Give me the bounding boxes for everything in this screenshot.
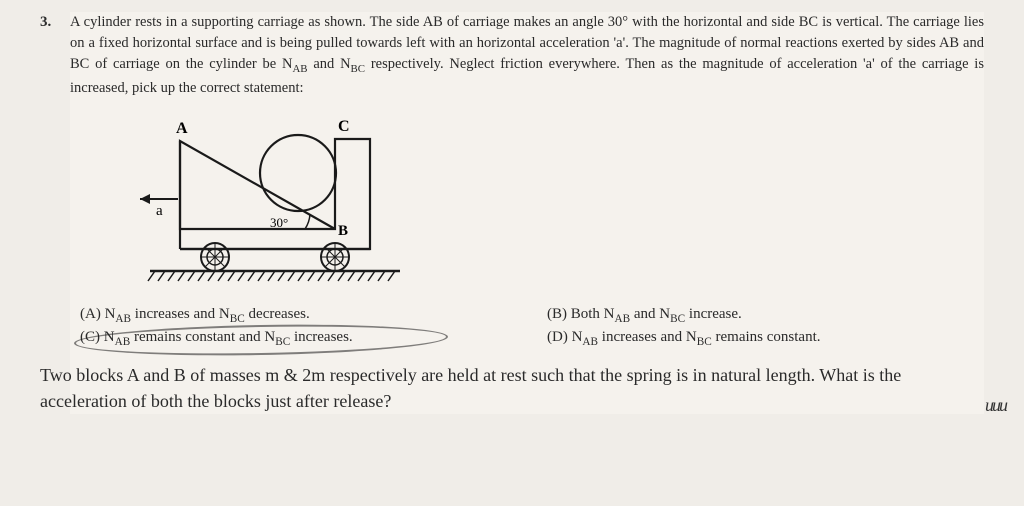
opt-d-sub1: AB — [582, 336, 598, 348]
opt-c-sub2: BC — [275, 336, 290, 348]
wheel-left — [201, 243, 229, 271]
question-number: 3. — [40, 14, 51, 31]
opt-d-mid: increases and N — [598, 329, 697, 345]
opt-b-sub2: BC — [670, 313, 685, 325]
point-c-label: C — [338, 118, 350, 135]
carriage-diagram: 30° a A B C — [110, 109, 410, 289]
opt-a-mid: increases and N — [131, 306, 230, 322]
next-question-text: Two blocks A and B of masses m & 2m resp… — [40, 362, 984, 414]
opt-a-sub1: AB — [115, 313, 131, 325]
angle-label: 30° — [270, 215, 288, 230]
question-text: A cylinder rests in a supporting carriag… — [70, 12, 984, 99]
opt-b-pre: (B) Both N — [547, 306, 615, 322]
opt-b-sub1: AB — [615, 313, 631, 325]
qtext-part2: and N — [308, 56, 351, 72]
opt-c-post: increases. — [290, 329, 352, 345]
opt-a-post: decreases. — [245, 306, 310, 322]
opt-a-sub2: BC — [230, 313, 245, 325]
options-grid: (A) NAB increases and NBC decreases. (B)… — [80, 306, 984, 348]
point-a-label: A — [176, 120, 188, 137]
opt-c-mid: remains constant and N — [130, 329, 275, 345]
qtext-sub2: BC — [351, 63, 366, 75]
qtext-sub1: AB — [292, 63, 307, 75]
point-b-label: B — [338, 223, 348, 239]
option-a: (A) NAB increases and NBC decreases. — [80, 306, 517, 325]
opt-d-post: remains constant. — [712, 329, 821, 345]
wheel-right — [321, 243, 349, 271]
opt-d-pre: (D) N — [547, 329, 582, 345]
option-d: (D) NAB increases and NBC remains consta… — [547, 329, 984, 348]
accel-label: a — [156, 203, 163, 219]
opt-b-post: increase. — [685, 306, 742, 322]
option-b: (B) Both NAB and NBC increase. — [547, 306, 984, 325]
diagram: 30° a A B C — [110, 109, 984, 294]
opt-b-mid: and N — [630, 306, 670, 322]
opt-c-pre: (C) N — [80, 329, 115, 345]
margin-marks: uuu — [985, 395, 1006, 416]
opt-d-sub2: BC — [697, 336, 712, 348]
opt-c-sub1: AB — [115, 336, 131, 348]
option-c: (C) NAB remains constant and NBC increas… — [80, 329, 517, 348]
opt-a-pre: (A) N — [80, 306, 115, 322]
